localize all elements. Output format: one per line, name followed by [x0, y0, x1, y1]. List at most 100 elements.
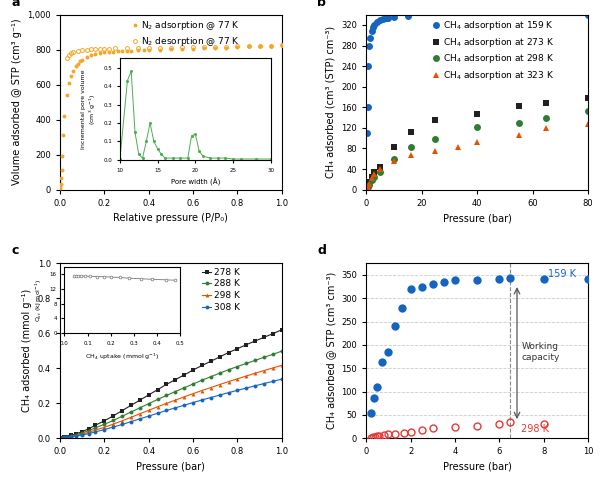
Line: 288 K: 288 K: [60, 349, 284, 440]
Line: 298 K: 298 K: [60, 363, 284, 440]
298 K: [278, 362, 286, 368]
308 K: [136, 416, 143, 422]
N$_2$ desorption @ 77 K: [97, 46, 104, 52]
278 K: [101, 418, 108, 424]
308 K: [154, 411, 161, 416]
288 K: [243, 360, 250, 366]
CH$_4$ adsorption at 159 K: [365, 63, 372, 69]
CH$_4$ adsorption at 159 K: [385, 15, 392, 20]
288 K: [278, 348, 286, 354]
N$_2$ desorption @ 77 K: [67, 50, 74, 56]
278 K: [243, 342, 250, 348]
308 K: [181, 402, 188, 408]
X-axis label: Pressure (bar): Pressure (bar): [136, 462, 205, 472]
Legend: N$_2$ adsorption @ 77 K, N$_2$ desorption @ 77 K: N$_2$ adsorption @ 77 K, N$_2$ desorptio…: [131, 19, 240, 48]
CH$_4$ adsorption at 273 K: [376, 164, 383, 169]
Text: a: a: [11, 0, 20, 9]
288 K: [145, 401, 152, 407]
N$_2$ adsorption @ 77 K: [134, 47, 141, 53]
288 K: [181, 385, 188, 391]
CH$_4$ adsorption at 298 K: [473, 124, 481, 130]
Text: 159 K: 159 K: [548, 269, 576, 279]
288 K: [59, 435, 66, 441]
CH$_4$ adsorption at 298 K: [543, 114, 550, 120]
Text: 298 K: 298 K: [521, 424, 550, 434]
CH$_4$ adsorption at 273 K: [515, 103, 522, 109]
278 K: [260, 335, 268, 340]
278 K: [163, 381, 170, 387]
288 K: [190, 381, 197, 387]
278 K: [63, 433, 70, 439]
Y-axis label: CH₄ adsorbed (mmol g⁻¹): CH₄ adsorbed (mmol g⁻¹): [22, 289, 32, 412]
CH$_4$ adsorption at 273 K: [543, 100, 550, 106]
N$_2$ adsorption @ 77 K: [101, 50, 108, 56]
308 K: [172, 405, 179, 411]
N$_2$ desorption @ 77 K: [83, 47, 90, 53]
CH$_4$ adsorption at 273 K: [364, 184, 371, 190]
N$_2$ adsorption @ 77 K: [58, 175, 65, 181]
308 K: [72, 433, 79, 439]
278 K: [72, 431, 79, 437]
CH$_4$ adsorption at 323 K: [432, 148, 439, 154]
N$_2$ adsorption @ 77 K: [76, 58, 83, 64]
CH$_4$ adsorption at 273 K: [390, 144, 397, 150]
288 K: [127, 409, 134, 415]
N$_2$ adsorption @ 77 K: [83, 54, 90, 60]
298 K: [234, 376, 241, 382]
CH$_4$ adsorption at 323 K: [371, 171, 378, 177]
N$_2$ adsorption @ 77 K: [65, 80, 73, 86]
CH$_4$ adsorption at 298 K: [515, 120, 522, 126]
CH$_4$ adsorption at 159 K: [584, 12, 592, 18]
Text: Working
capacity: Working capacity: [521, 342, 560, 362]
278 K: [79, 429, 86, 434]
288 K: [154, 396, 161, 402]
278 K: [172, 377, 179, 383]
298 K: [92, 427, 99, 433]
288 K: [216, 370, 223, 376]
N$_2$ adsorption @ 77 K: [97, 50, 104, 56]
N$_2$ adsorption @ 77 K: [223, 45, 230, 51]
278 K: [269, 331, 277, 337]
CH$_4$ adsorption at 159 K: [364, 104, 371, 110]
Line: CH$_4$ adsorption at 323 K: CH$_4$ adsorption at 323 K: [364, 120, 592, 190]
298 K: [119, 418, 126, 424]
278 K: [119, 408, 126, 413]
298 K: [199, 388, 206, 393]
CH$_4$ adsorption at 323 K: [364, 184, 371, 190]
278 K: [154, 387, 161, 393]
298 K: [181, 394, 188, 400]
N$_2$ adsorption @ 77 K: [105, 49, 112, 55]
308 K: [59, 435, 66, 441]
Y-axis label: Volume adsorbed @ STP (cm³ g⁻¹): Volume adsorbed @ STP (cm³ g⁻¹): [12, 19, 22, 186]
N$_2$ adsorption @ 77 K: [74, 61, 82, 67]
CH$_4$ adsorption at 273 K: [368, 174, 375, 180]
Text: b: b: [317, 0, 326, 9]
N$_2$ desorption @ 77 K: [74, 48, 82, 54]
CH$_4$ adsorption at 159 K: [379, 16, 386, 21]
288 K: [234, 364, 241, 370]
CH$_4$ adsorption at 323 K: [390, 158, 397, 164]
308 K: [61, 435, 68, 441]
298 K: [216, 382, 223, 388]
N$_2$ adsorption @ 77 K: [114, 48, 121, 54]
Line: 308 K: 308 K: [60, 377, 284, 440]
298 K: [243, 373, 250, 379]
CH$_4$ adsorption at 323 K: [543, 125, 550, 131]
CH$_4$ adsorption at 298 K: [432, 136, 439, 142]
298 K: [163, 400, 170, 406]
N$_2$ adsorption @ 77 K: [127, 48, 134, 54]
308 K: [63, 434, 70, 440]
X-axis label: Relative pressure (P/P₀): Relative pressure (P/P₀): [113, 213, 229, 223]
298 K: [190, 391, 197, 396]
CH$_4$ adsorption at 159 K: [367, 35, 374, 41]
N$_2$ desorption @ 77 K: [101, 46, 108, 52]
288 K: [163, 393, 170, 398]
308 K: [251, 383, 259, 389]
CH$_4$ adsorption at 323 K: [515, 131, 522, 137]
N$_2$ adsorption @ 77 K: [67, 73, 74, 79]
CH$_4$ adsorption at 323 K: [365, 181, 373, 187]
298 K: [59, 435, 66, 441]
298 K: [207, 385, 214, 391]
288 K: [85, 428, 92, 433]
CH$_4$ adsorption at 159 K: [374, 19, 381, 25]
